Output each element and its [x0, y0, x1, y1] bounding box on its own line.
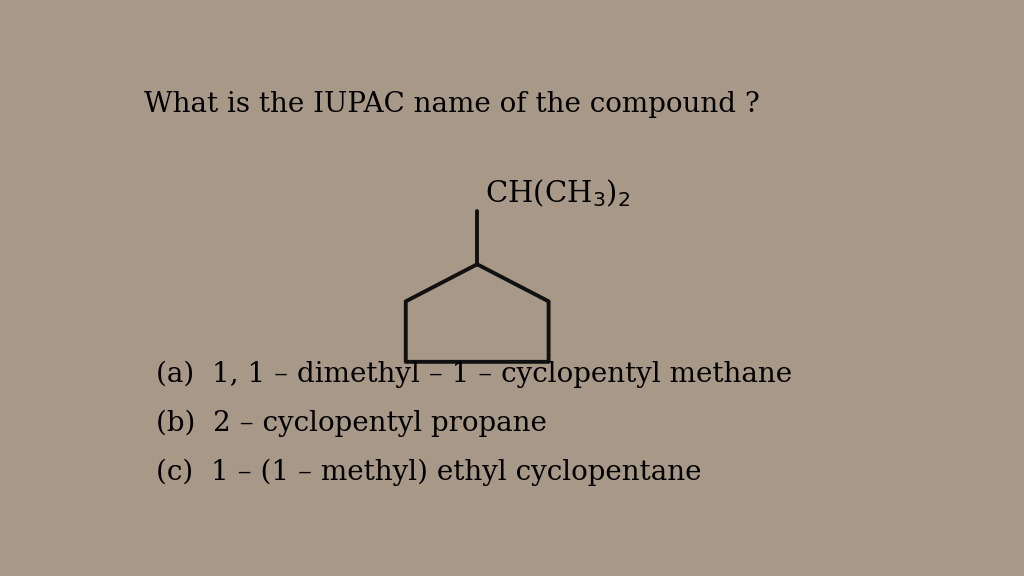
Text: What is the IUPAC name of the compound ?: What is the IUPAC name of the compound ? — [143, 92, 760, 118]
Text: (c)  1 – (1 – methyl) ethyl cyclopentane: (c) 1 – (1 – methyl) ethyl cyclopentane — [156, 458, 701, 486]
Text: (a)  1, 1 – dimethyl – 1 – cyclopentyl methane: (a) 1, 1 – dimethyl – 1 – cyclopentyl me… — [156, 361, 792, 388]
Text: CH(CH$_3$)$_2$: CH(CH$_3$)$_2$ — [485, 177, 631, 209]
Text: (b)  2 – cyclopentyl propane: (b) 2 – cyclopentyl propane — [156, 410, 547, 437]
